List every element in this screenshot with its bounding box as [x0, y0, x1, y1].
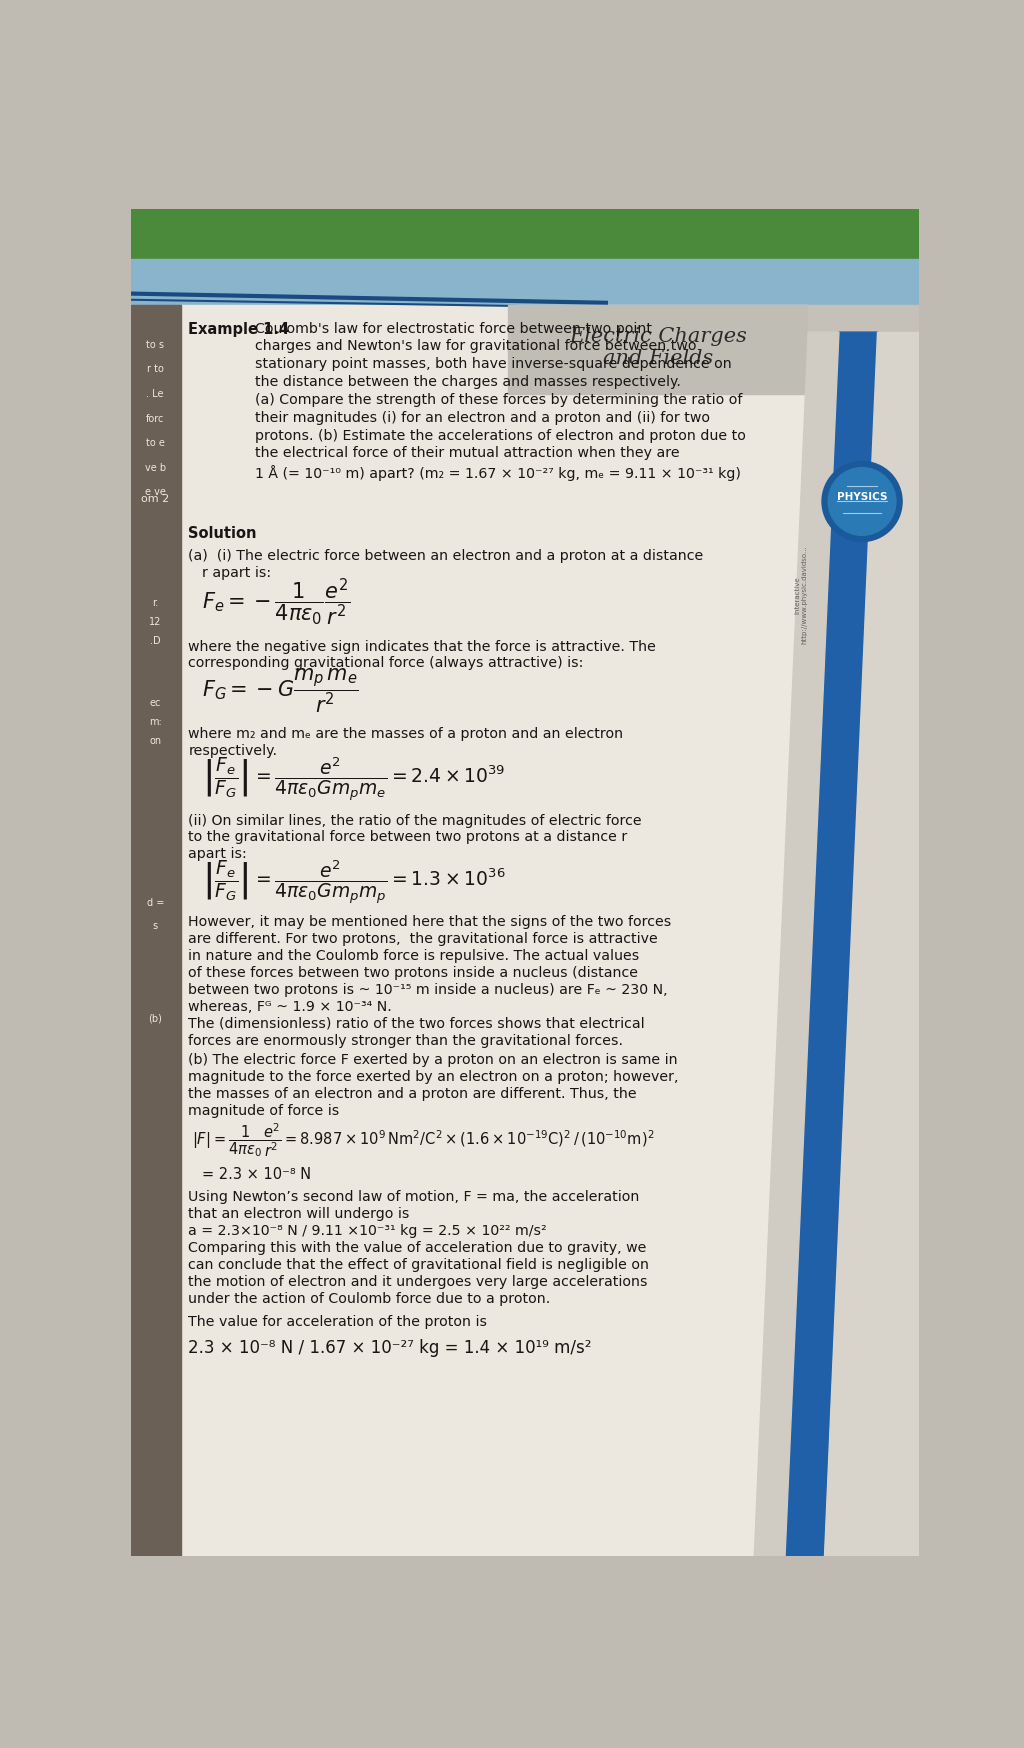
Text: under the action of Coulomb force due to a proton.: under the action of Coulomb force due to…: [188, 1292, 551, 1306]
Text: The (dimensionless) ratio of the two forces shows that electrical: The (dimensionless) ratio of the two for…: [188, 1016, 645, 1030]
Text: r.: r.: [153, 598, 159, 607]
Text: $\left|\dfrac{F_e}{F_G}\right| = \dfrac{e^2}{4\pi\varepsilon_0 G m_p m_e} = 2.4\: $\left|\dfrac{F_e}{F_G}\right| = \dfrac{…: [202, 755, 506, 802]
Text: Interactive
http://www.physic.davidso...: Interactive http://www.physic.davidso...: [794, 545, 807, 643]
Circle shape: [822, 461, 902, 542]
Text: forces are enormously stronger than the gravitational forces.: forces are enormously stronger than the …: [188, 1033, 624, 1047]
Text: Coulomb's law for electrostatic force between two point
charges and Newton's law: Coulomb's law for electrostatic force be…: [255, 322, 745, 481]
Text: The value for acceleration of the proton is: The value for acceleration of the proton…: [188, 1314, 487, 1328]
Bar: [131, 260, 920, 313]
Text: of these forces between two protons inside a nucleus (distance: of these forces between two protons insi…: [188, 965, 638, 979]
Text: Comparing this with the value of acceleration due to gravity, we: Comparing this with the value of acceler…: [188, 1239, 647, 1255]
Text: apart is:: apart is:: [188, 848, 247, 862]
Text: magnitude of force is: magnitude of force is: [188, 1103, 340, 1117]
Text: r to: r to: [146, 364, 164, 374]
Text: (b) The electric force F exerted by a proton on an electron is same in: (b) The electric force F exerted by a pr…: [188, 1052, 678, 1066]
Polygon shape: [785, 332, 878, 1556]
Text: s: s: [153, 921, 158, 930]
Text: that an electron will undergo is: that an electron will undergo is: [188, 1206, 410, 1220]
Text: the motion of electron and it undergoes very large accelerations: the motion of electron and it undergoes …: [188, 1274, 648, 1288]
Text: e ve: e ve: [144, 488, 166, 496]
Text: (a)  (i) The electric force between an electron and a proton at a distance: (a) (i) The electric force between an el…: [188, 549, 703, 563]
Polygon shape: [755, 332, 839, 1556]
Text: PHYSICS: PHYSICS: [837, 491, 888, 502]
Text: to e: to e: [145, 439, 165, 447]
Text: .D: .D: [150, 636, 161, 645]
Bar: [508, 306, 808, 395]
Text: = 2.3 × 10⁻⁸ N: = 2.3 × 10⁻⁸ N: [202, 1166, 311, 1182]
Bar: [131, 210, 920, 271]
Text: where m₂ and mₑ are the masses of a proton and an electron: where m₂ and mₑ are the masses of a prot…: [188, 727, 624, 741]
Text: Solution: Solution: [188, 526, 257, 540]
Text: can conclude that the effect of gravitational field is negligible on: can conclude that the effect of gravitat…: [188, 1257, 649, 1271]
Text: forc: forc: [146, 413, 165, 423]
Polygon shape: [823, 332, 920, 1556]
Text: to the gravitational force between two protons at a distance r: to the gravitational force between two p…: [188, 830, 628, 844]
Text: ve b: ve b: [144, 463, 166, 472]
Text: in nature and the Coulomb force is repulsive. The actual values: in nature and the Coulomb force is repul…: [188, 949, 640, 963]
Text: on: on: [150, 736, 161, 746]
Text: $\left|\dfrac{F_e}{F_G}\right| = \dfrac{e^2}{4\pi\varepsilon_0 G m_p m_p} = 1.3\: $\left|\dfrac{F_e}{F_G}\right| = \dfrac{…: [202, 858, 506, 905]
Text: However, it may be mentioned here that the signs of the two forces: However, it may be mentioned here that t…: [188, 914, 672, 928]
Bar: [180, 306, 808, 1556]
Text: d =: d =: [146, 897, 164, 907]
Text: corresponding gravitational force (always attractive) is:: corresponding gravitational force (alway…: [188, 656, 584, 669]
Text: m:: m:: [148, 717, 162, 727]
Text: (ii) On similar lines, the ratio of the magnitudes of electric force: (ii) On similar lines, the ratio of the …: [188, 813, 642, 827]
Text: om 2: om 2: [141, 493, 169, 503]
Text: Using Newton’s second law of motion, F = ma, the acceleration: Using Newton’s second law of motion, F =…: [188, 1189, 640, 1203]
Text: the masses of an electron and a proton are different. Thus, the: the masses of an electron and a proton a…: [188, 1086, 637, 1099]
Text: ec: ec: [150, 697, 161, 708]
Text: whereas, Fᴳ ~ 1.9 × 10⁻³⁴ N.: whereas, Fᴳ ~ 1.9 × 10⁻³⁴ N.: [188, 1000, 392, 1014]
Text: . Le: . Le: [146, 388, 164, 399]
Text: a = 2.3×10⁻⁸ N / 9.11 ×10⁻³¹ kg = 2.5 × 10²² m/s²: a = 2.3×10⁻⁸ N / 9.11 ×10⁻³¹ kg = 2.5 × …: [188, 1224, 547, 1238]
Text: $F_e = -\dfrac{1}{4\pi\varepsilon_0}\dfrac{e^2}{r^2}$: $F_e = -\dfrac{1}{4\pi\varepsilon_0}\dfr…: [202, 577, 350, 628]
Text: between two protons is ~ 10⁻¹⁵ m inside a nucleus) are Fₑ ~ 230 N,: between two protons is ~ 10⁻¹⁵ m inside …: [188, 982, 668, 996]
Text: $F_G = -G\dfrac{m_p\, m_e}{r^2}$: $F_G = -G\dfrac{m_p\, m_e}{r^2}$: [202, 666, 359, 715]
Text: and Fields: and Fields: [603, 350, 713, 367]
Text: 12: 12: [150, 617, 162, 626]
Bar: [131, 306, 180, 1556]
Text: are different. For two protons,  the gravitational force is attractive: are different. For two protons, the grav…: [188, 932, 658, 946]
Text: (b): (b): [148, 1012, 162, 1023]
Text: Example 1.4: Example 1.4: [188, 322, 290, 336]
Text: where the negative sign indicates that the force is attractive. The: where the negative sign indicates that t…: [188, 640, 656, 654]
Text: to s: to s: [146, 339, 164, 350]
Bar: [808, 306, 920, 1556]
Text: $|F| = \dfrac{1}{4\pi\varepsilon_0}\dfrac{e^2}{r^2}$$= 8.987\times10^9\,\mathrm{: $|F| = \dfrac{1}{4\pi\varepsilon_0}\dfra…: [193, 1120, 654, 1159]
Text: respectively.: respectively.: [188, 745, 278, 759]
Circle shape: [828, 468, 896, 537]
Text: 2.3 × 10⁻⁸ N / 1.67 × 10⁻²⁷ kg = 1.4 × 10¹⁹ m/s²: 2.3 × 10⁻⁸ N / 1.67 × 10⁻²⁷ kg = 1.4 × 1…: [188, 1339, 592, 1356]
Text: r apart is:: r apart is:: [202, 565, 271, 579]
Text: magnitude to the force exerted by an electron on a proton; however,: magnitude to the force exerted by an ele…: [188, 1070, 679, 1084]
Text: Electric Charges: Electric Charges: [569, 327, 746, 346]
